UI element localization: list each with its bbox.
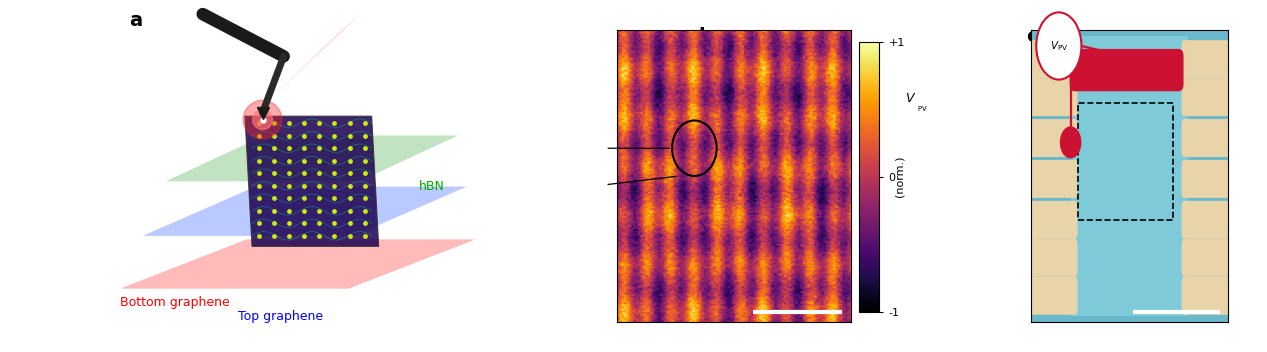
FancyBboxPatch shape	[1182, 239, 1239, 277]
Polygon shape	[120, 239, 475, 289]
FancyBboxPatch shape	[1025, 119, 1077, 157]
Text: Bottom graphene: Bottom graphene	[119, 296, 229, 309]
Polygon shape	[166, 136, 457, 181]
FancyBboxPatch shape	[1025, 201, 1077, 239]
FancyBboxPatch shape	[1182, 119, 1239, 157]
FancyBboxPatch shape	[1025, 78, 1077, 116]
Bar	[1078, 103, 1173, 220]
FancyBboxPatch shape	[1069, 49, 1183, 91]
Circle shape	[243, 100, 281, 139]
Text: b: b	[698, 27, 712, 46]
Text: hBN: hBN	[418, 180, 445, 193]
Circle shape	[1059, 126, 1082, 158]
Text: a: a	[129, 11, 142, 30]
Bar	[1071, 36, 1188, 316]
Text: (norm.): (norm.)	[895, 155, 905, 197]
Circle shape	[1036, 12, 1082, 80]
FancyBboxPatch shape	[1182, 78, 1239, 116]
Polygon shape	[262, 14, 361, 106]
FancyBboxPatch shape	[1025, 277, 1077, 315]
FancyBboxPatch shape	[1182, 160, 1239, 198]
FancyBboxPatch shape	[1182, 277, 1239, 315]
Text: c: c	[1026, 27, 1038, 46]
FancyBboxPatch shape	[1025, 160, 1077, 198]
FancyBboxPatch shape	[1025, 239, 1077, 277]
FancyBboxPatch shape	[1182, 40, 1239, 78]
Circle shape	[252, 110, 272, 130]
Text: $_{\rm PV}$: $_{\rm PV}$	[917, 104, 929, 114]
Text: $V$: $V$	[905, 92, 916, 105]
Text: Top graphene: Top graphene	[238, 310, 323, 323]
Polygon shape	[245, 116, 379, 246]
Polygon shape	[143, 187, 466, 236]
FancyBboxPatch shape	[1025, 40, 1077, 78]
FancyBboxPatch shape	[1182, 201, 1239, 239]
Text: $V_{\rm PV}$: $V_{\rm PV}$	[1049, 39, 1068, 53]
